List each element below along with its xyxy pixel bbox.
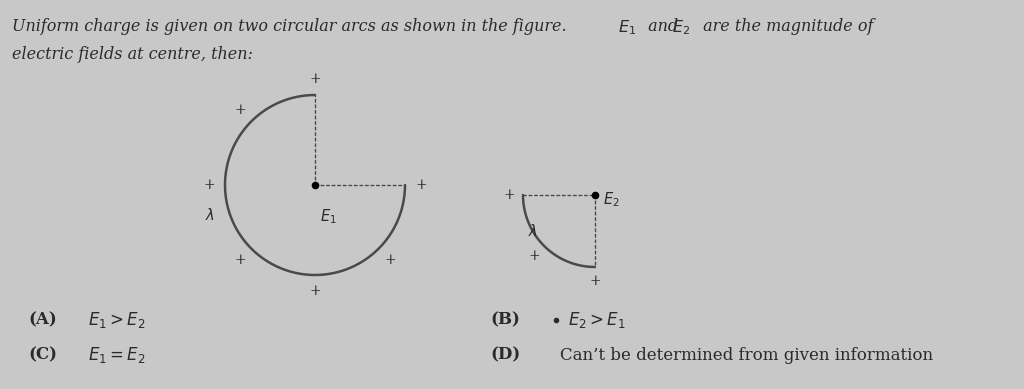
Text: $E_2$: $E_2$ bbox=[603, 190, 620, 209]
Text: +: + bbox=[503, 188, 515, 202]
Text: $\lambda$: $\lambda$ bbox=[528, 223, 538, 239]
Text: $E_1 > E_2$: $E_1 > E_2$ bbox=[88, 310, 145, 330]
Text: +: + bbox=[528, 249, 540, 263]
Text: $E_2$: $E_2$ bbox=[672, 18, 690, 37]
Text: Uniform charge is given on two circular arcs as shown in the figure.: Uniform charge is given on two circular … bbox=[12, 18, 571, 35]
Text: $E_1$: $E_1$ bbox=[319, 207, 337, 226]
Text: +: + bbox=[589, 274, 601, 288]
Text: $E_2 > E_1$: $E_2 > E_1$ bbox=[568, 310, 626, 330]
Text: +: + bbox=[203, 178, 215, 192]
Text: $E_1$: $E_1$ bbox=[618, 18, 636, 37]
Text: (D): (D) bbox=[490, 347, 520, 363]
Text: (A): (A) bbox=[28, 312, 56, 328]
Text: (C): (C) bbox=[28, 347, 57, 363]
Text: $\lambda$: $\lambda$ bbox=[205, 207, 215, 223]
Text: +: + bbox=[309, 72, 321, 86]
Text: and: and bbox=[643, 18, 683, 35]
Text: +: + bbox=[309, 284, 321, 298]
Text: are the magnitude of: are the magnitude of bbox=[698, 18, 873, 35]
Text: (B): (B) bbox=[490, 312, 520, 328]
Text: +: + bbox=[415, 178, 427, 192]
Text: +: + bbox=[234, 103, 246, 117]
Text: electric fields at centre, then:: electric fields at centre, then: bbox=[12, 46, 253, 63]
Text: Can’t be determined from given information: Can’t be determined from given informati… bbox=[560, 347, 933, 363]
Text: +: + bbox=[234, 253, 246, 267]
Text: $E_1 = E_2$: $E_1 = E_2$ bbox=[88, 345, 145, 365]
Text: +: + bbox=[384, 253, 395, 267]
